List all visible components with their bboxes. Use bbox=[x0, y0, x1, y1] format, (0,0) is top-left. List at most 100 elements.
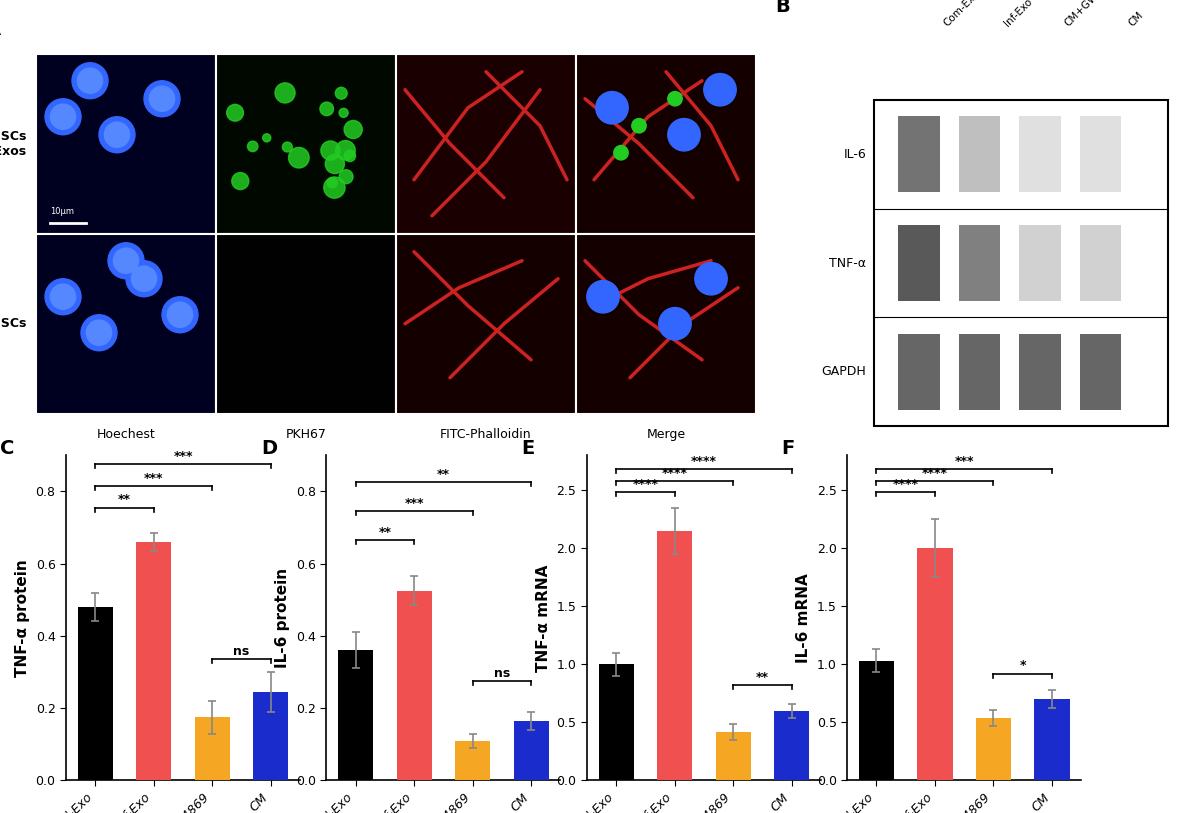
Bar bbox=[137, 542, 172, 780]
Bar bbox=[959, 116, 1001, 193]
Circle shape bbox=[82, 315, 118, 350]
Circle shape bbox=[46, 98, 82, 135]
Circle shape bbox=[132, 266, 156, 291]
Circle shape bbox=[114, 248, 139, 273]
Bar bbox=[514, 721, 548, 780]
Circle shape bbox=[282, 142, 293, 152]
Text: PKH67: PKH67 bbox=[286, 428, 326, 441]
Text: CM+GW4869: CM+GW4869 bbox=[1063, 0, 1118, 28]
Bar bbox=[1019, 116, 1061, 193]
Bar bbox=[959, 334, 1001, 410]
Circle shape bbox=[50, 104, 76, 129]
Circle shape bbox=[144, 80, 180, 117]
Text: ****: **** bbox=[661, 467, 688, 480]
Bar bbox=[1080, 225, 1121, 301]
Bar bbox=[216, 233, 396, 414]
Bar bbox=[1019, 334, 1061, 410]
Text: TNF-α: TNF-α bbox=[829, 257, 866, 270]
Text: B: B bbox=[775, 0, 790, 16]
Bar bbox=[78, 607, 113, 780]
Circle shape bbox=[227, 104, 244, 121]
Bar bbox=[898, 116, 940, 193]
Bar bbox=[874, 100, 1169, 426]
Text: BMSCs: BMSCs bbox=[0, 317, 28, 330]
Circle shape bbox=[587, 280, 619, 313]
Circle shape bbox=[344, 150, 355, 162]
Circle shape bbox=[46, 279, 82, 315]
Circle shape bbox=[335, 87, 347, 99]
Text: GAPDH: GAPDH bbox=[821, 365, 866, 378]
Circle shape bbox=[703, 73, 737, 106]
Circle shape bbox=[263, 134, 271, 142]
Bar bbox=[338, 650, 373, 780]
Bar bbox=[898, 225, 940, 301]
Circle shape bbox=[344, 120, 362, 138]
Bar bbox=[658, 531, 692, 780]
Y-axis label: IL-6 protein: IL-6 protein bbox=[276, 567, 290, 668]
Circle shape bbox=[613, 146, 629, 160]
Y-axis label: IL-6 mRNA: IL-6 mRNA bbox=[797, 573, 811, 663]
Circle shape bbox=[232, 172, 248, 189]
Bar bbox=[774, 711, 809, 780]
Text: Inf-Exo: Inf-Exo bbox=[1002, 0, 1034, 28]
Circle shape bbox=[108, 243, 144, 279]
Bar bbox=[576, 54, 756, 233]
Bar bbox=[396, 54, 576, 233]
Circle shape bbox=[104, 122, 130, 147]
Bar bbox=[36, 233, 216, 414]
Circle shape bbox=[695, 263, 727, 295]
Bar bbox=[1019, 225, 1061, 301]
Bar bbox=[396, 233, 576, 414]
Text: ****: **** bbox=[893, 478, 919, 491]
Circle shape bbox=[98, 117, 134, 153]
Text: D: D bbox=[260, 439, 277, 458]
Bar bbox=[959, 225, 1001, 301]
Circle shape bbox=[288, 147, 310, 168]
Text: Hoechest: Hoechest bbox=[97, 428, 155, 441]
Circle shape bbox=[324, 177, 346, 198]
Text: ns: ns bbox=[233, 646, 250, 659]
Text: F: F bbox=[781, 439, 794, 458]
Text: CM: CM bbox=[1127, 10, 1146, 28]
Bar bbox=[396, 591, 432, 780]
Circle shape bbox=[275, 83, 295, 103]
Bar bbox=[976, 718, 1012, 780]
Circle shape bbox=[659, 307, 691, 340]
Circle shape bbox=[168, 302, 193, 328]
Bar bbox=[36, 54, 216, 233]
Bar bbox=[194, 717, 230, 780]
Circle shape bbox=[340, 108, 348, 117]
Text: ****: **** bbox=[691, 455, 716, 468]
Bar bbox=[1080, 334, 1121, 410]
Text: ***: *** bbox=[144, 472, 163, 485]
Text: Com-Exo: Com-Exo bbox=[942, 0, 982, 28]
Circle shape bbox=[162, 297, 198, 333]
Circle shape bbox=[325, 154, 344, 174]
Bar bbox=[1080, 116, 1121, 193]
Text: **: ** bbox=[378, 526, 391, 539]
Circle shape bbox=[328, 177, 337, 188]
Text: ***: *** bbox=[954, 455, 974, 468]
Bar bbox=[715, 732, 751, 780]
Text: E: E bbox=[521, 439, 534, 458]
Bar bbox=[576, 233, 756, 414]
Text: ****: **** bbox=[632, 478, 659, 491]
Text: BMSCs
+Exos: BMSCs +Exos bbox=[0, 130, 28, 158]
Bar bbox=[918, 548, 953, 780]
Circle shape bbox=[86, 320, 112, 346]
Text: ***: *** bbox=[404, 497, 424, 510]
Text: **: ** bbox=[756, 671, 769, 684]
Text: **: ** bbox=[118, 493, 131, 506]
Circle shape bbox=[320, 141, 340, 160]
Bar bbox=[253, 692, 288, 780]
Circle shape bbox=[667, 119, 701, 151]
Circle shape bbox=[150, 86, 175, 111]
Bar bbox=[859, 661, 894, 780]
Bar bbox=[599, 664, 634, 780]
Circle shape bbox=[126, 261, 162, 297]
Text: ***: *** bbox=[173, 450, 193, 463]
Bar bbox=[898, 334, 940, 410]
Circle shape bbox=[247, 141, 258, 151]
Circle shape bbox=[667, 92, 683, 106]
Text: **: ** bbox=[437, 468, 450, 481]
